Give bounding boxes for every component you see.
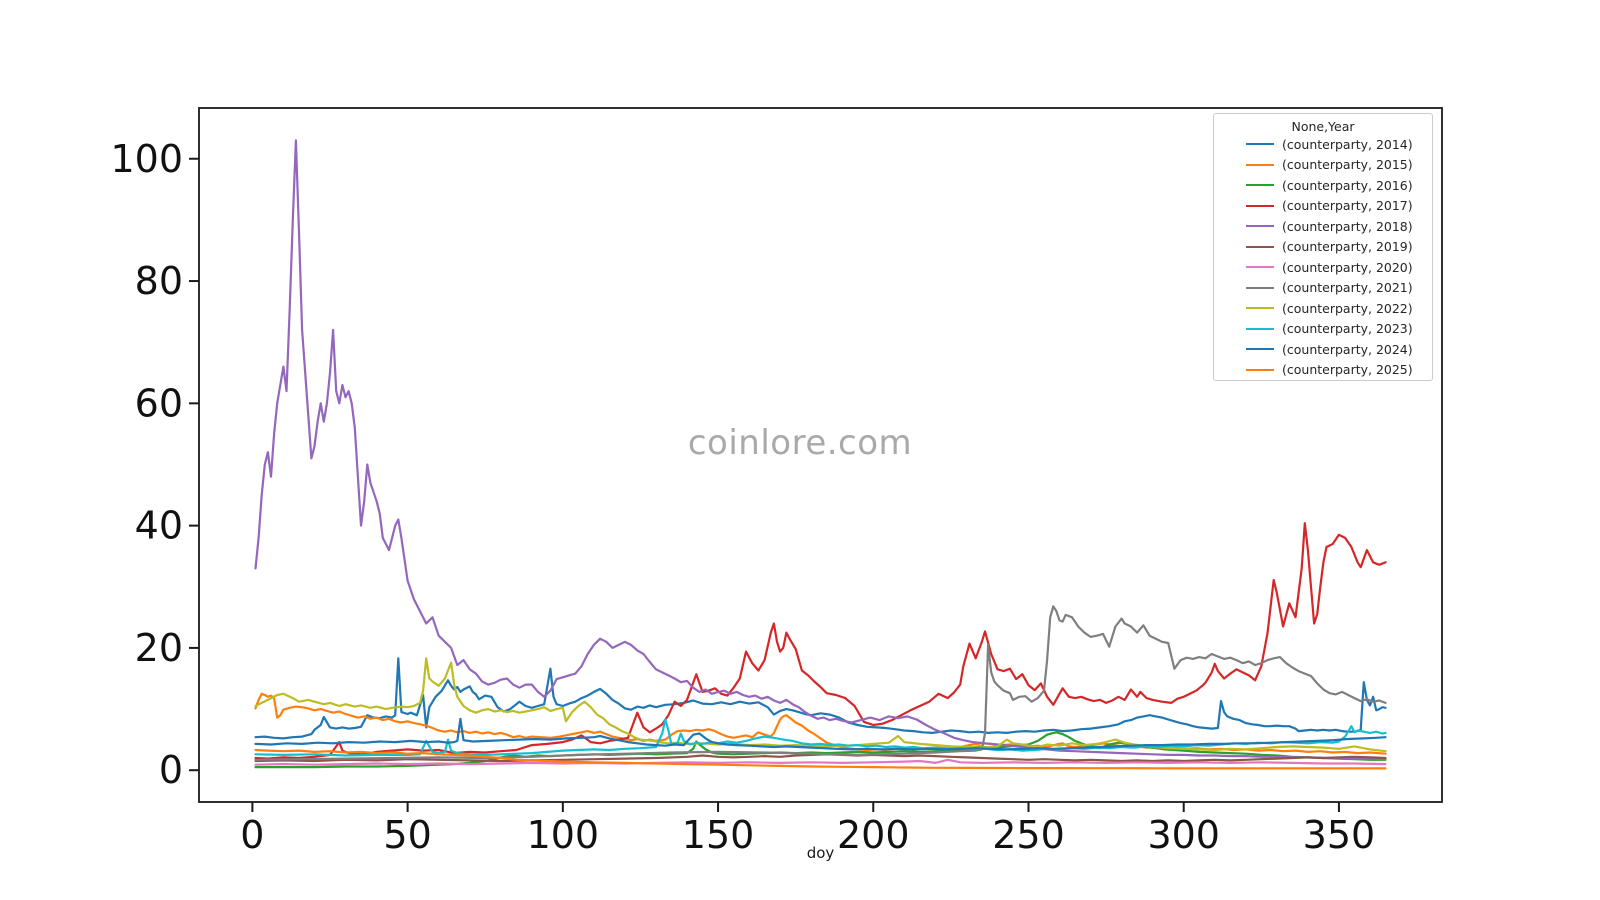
- legend-entries: (counterparty, 2014) (counterparty, 2015)…: [1214, 134, 1432, 380]
- legend-label: (counterparty, 2023): [1282, 321, 1413, 337]
- x-tick-label: 300: [1147, 813, 1220, 857]
- legend: None,Year (counterparty, 2014) (counterpa…: [1213, 113, 1433, 381]
- legend-line-swatch: [1246, 184, 1274, 187]
- legend-entry-2014: (counterparty, 2014): [1214, 134, 1432, 155]
- legend-entry-2016: (counterparty, 2016): [1214, 175, 1432, 196]
- legend-entry-2017: (counterparty, 2017): [1214, 196, 1432, 217]
- legend-line-swatch: [1246, 327, 1274, 330]
- y-tick-label: 40: [135, 504, 183, 548]
- series-lines: [254, 139, 1387, 770]
- legend-entry-2025: (counterparty, 2025): [1214, 360, 1432, 381]
- legend-label: (counterparty, 2019): [1282, 239, 1413, 255]
- series-line-2025: [254, 748, 1387, 770]
- legend-line-swatch: [1246, 143, 1274, 146]
- legend-entry-2019: (counterparty, 2019): [1214, 237, 1432, 258]
- legend-line-swatch: [1246, 204, 1274, 207]
- x-tick-label: 150: [682, 813, 755, 857]
- legend-label: (counterparty, 2016): [1282, 177, 1413, 193]
- x-axis-label: doy: [807, 844, 835, 862]
- y-tick-label: 60: [135, 381, 183, 425]
- x-tick-label: 250: [992, 813, 1065, 857]
- legend-entry-2021: (counterparty, 2021): [1214, 278, 1432, 299]
- legend-label: (counterparty, 2017): [1282, 198, 1413, 214]
- legend-line-swatch: [1246, 245, 1274, 248]
- legend-entry-2020: (counterparty, 2020): [1214, 257, 1432, 278]
- x-tick-label: 350: [1303, 813, 1376, 857]
- legend-label: (counterparty, 2015): [1282, 157, 1413, 173]
- x-tick-label: 50: [383, 813, 431, 857]
- series-line-2024: [254, 717, 1387, 751]
- series-line-2017: [254, 522, 1387, 760]
- legend-entry-2018: (counterparty, 2018): [1214, 216, 1432, 237]
- legend-line-swatch: [1246, 307, 1274, 310]
- legend-label: (counterparty, 2025): [1282, 362, 1413, 378]
- axis-ticks: 0 50 100 150 200 250 300 350 0 20 40 60 80 100: [110, 137, 1375, 857]
- y-tick-label: 20: [135, 626, 183, 670]
- legend-label: (counterparty, 2022): [1282, 300, 1413, 316]
- legend-line-swatch: [1246, 348, 1274, 351]
- legend-label: (counterparty, 2014): [1282, 136, 1413, 152]
- legend-label: (counterparty, 2021): [1282, 280, 1413, 296]
- legend-line-swatch: [1246, 225, 1274, 228]
- legend-entry-2024: (counterparty, 2024): [1214, 339, 1432, 360]
- y-tick-label: 80: [135, 259, 183, 303]
- plot-border: [198, 107, 1443, 803]
- y-tick-label: 100: [110, 137, 183, 181]
- legend-line-swatch: [1246, 286, 1274, 289]
- series-line-2018: [254, 139, 1387, 761]
- legend-line-swatch: [1246, 266, 1274, 269]
- series-line-2020: [254, 758, 1387, 766]
- x-tick-label: 200: [837, 813, 910, 857]
- legend-label: (counterparty, 2020): [1282, 259, 1413, 275]
- legend-entry-2022: (counterparty, 2022): [1214, 298, 1432, 319]
- x-tick-label: 0: [240, 813, 264, 857]
- legend-line-swatch: [1246, 163, 1274, 166]
- series-line-2019: [254, 753, 1387, 763]
- series-line-2021: [254, 605, 1387, 761]
- legend-label: (counterparty, 2024): [1282, 341, 1413, 357]
- series-line-2014: [254, 657, 1387, 740]
- y-tick-label: 0: [159, 748, 183, 792]
- legend-line-swatch: [1246, 368, 1274, 371]
- watermark: coinlore.com: [687, 423, 913, 463]
- series-line-2022: [254, 657, 1387, 753]
- x-tick-label: 100: [527, 813, 600, 857]
- legend-entry-2015: (counterparty, 2015): [1214, 155, 1432, 176]
- legend-entry-2023: (counterparty, 2023): [1214, 319, 1432, 340]
- legend-label: (counterparty, 2018): [1282, 218, 1413, 234]
- legend-title: None,Year: [1291, 119, 1355, 134]
